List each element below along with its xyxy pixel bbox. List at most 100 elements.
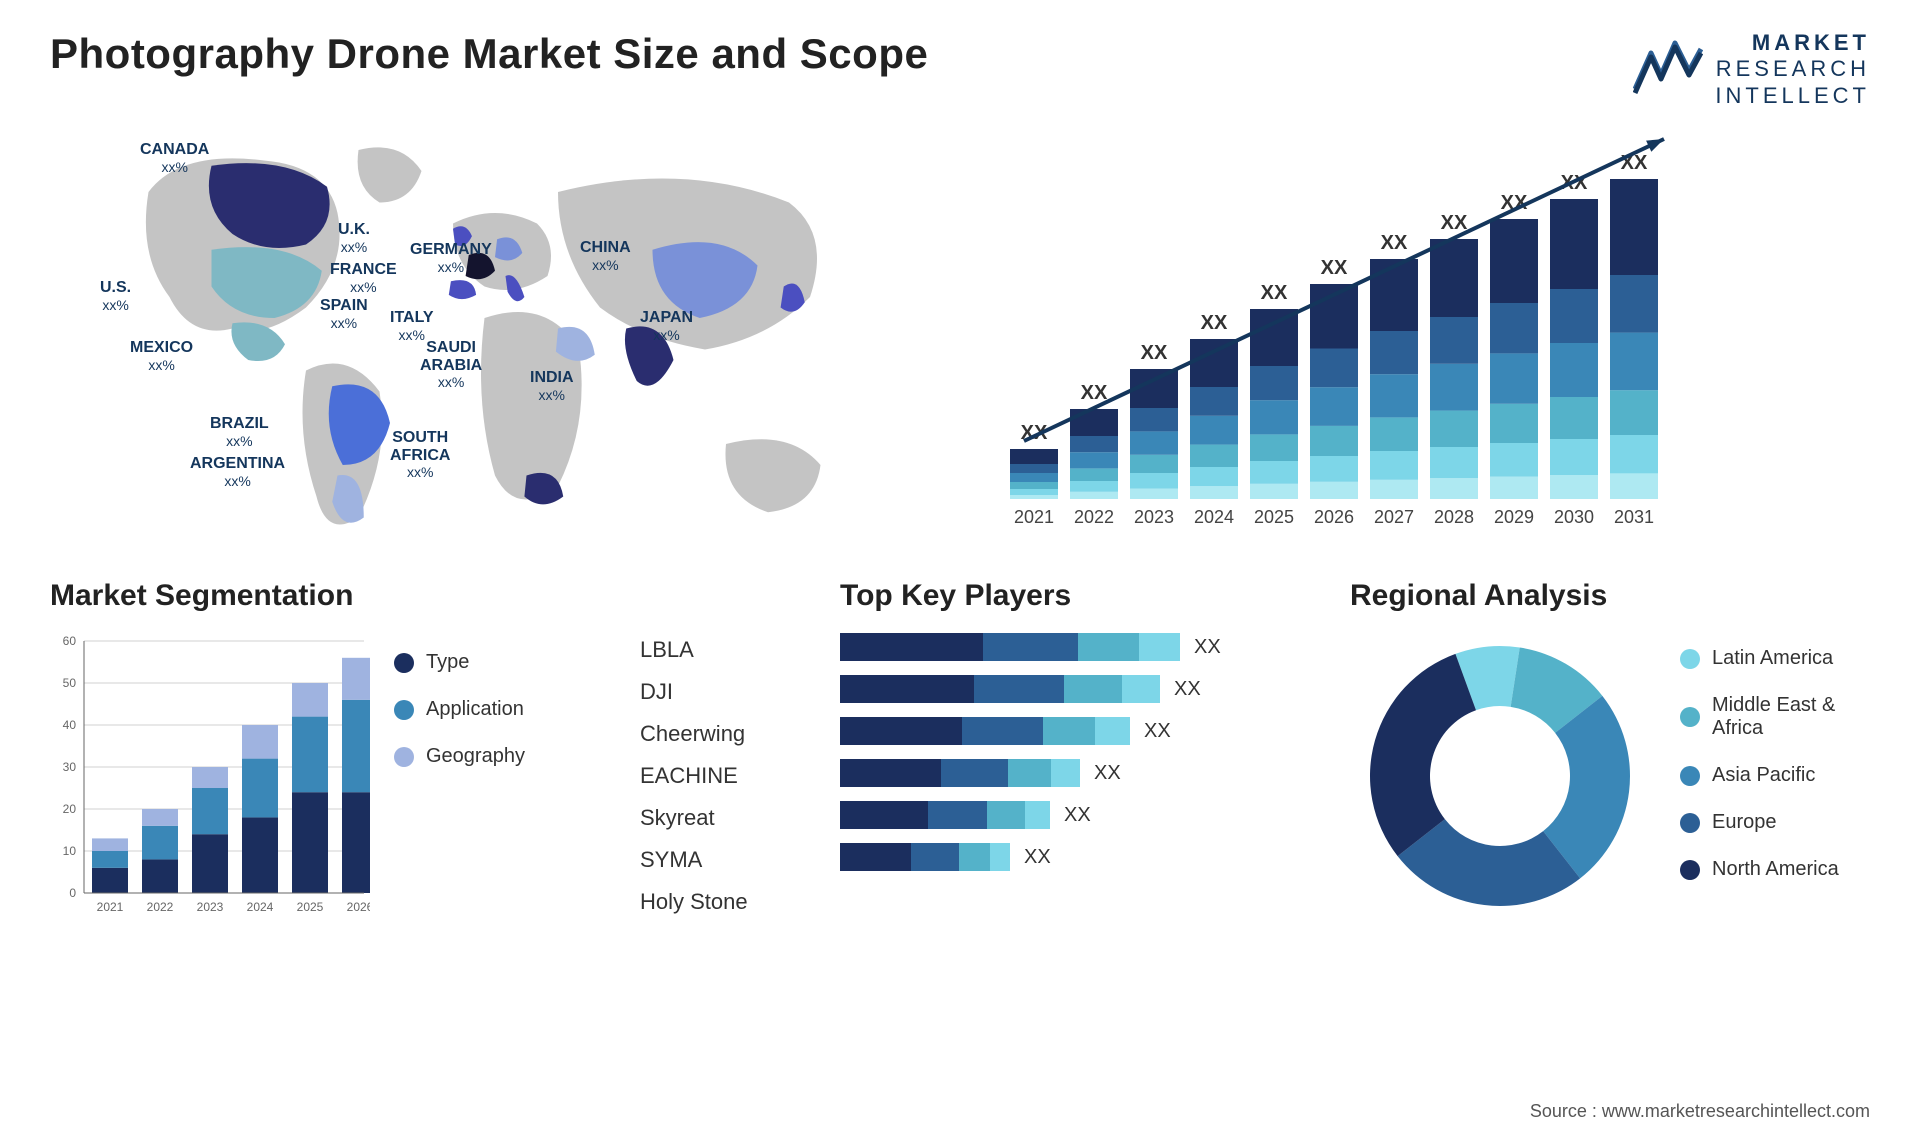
logo-line3: INTELLECT: [1715, 83, 1870, 109]
source-text: Source : www.marketresearchintellect.com: [1530, 1101, 1870, 1122]
kp-value: XX: [1194, 636, 1221, 659]
svg-text:2030: 2030: [1554, 507, 1594, 527]
svg-text:2021: 2021: [1014, 507, 1054, 527]
players-list: LBLADJICheerwingEACHINESkyreatSYMAHoly S…: [640, 579, 810, 959]
kp-row: XX: [840, 631, 1320, 663]
player-name: Holy Stone: [640, 889, 810, 915]
svg-text:XX: XX: [1261, 282, 1288, 304]
svg-text:30: 30: [63, 760, 77, 774]
svg-text:2028: 2028: [1434, 507, 1474, 527]
legend-dot: [1680, 766, 1700, 786]
kp-segment: [1139, 633, 1180, 661]
map-label: SPAINxx%: [320, 297, 368, 332]
kp-bar: [840, 801, 1050, 829]
regional-panel: Regional Analysis Latin America Middle Ea…: [1350, 579, 1870, 959]
map-label: BRAZILxx%: [210, 415, 269, 450]
legend-dot: [394, 747, 414, 767]
player-name: Skyreat: [640, 805, 810, 831]
logo-line1: MARKET: [1715, 30, 1870, 56]
kp-value: XX: [1174, 678, 1201, 701]
map-label: FRANCExx%: [330, 261, 397, 296]
kp-segment: [990, 843, 1010, 871]
legend-item: Europe: [1680, 811, 1870, 834]
svg-text:2031: 2031: [1614, 507, 1654, 527]
map-label: U.S.xx%: [100, 279, 131, 314]
kp-segment: [1008, 759, 1051, 787]
legend-label: Middle East & Africa: [1712, 694, 1870, 740]
svg-text:2026: 2026: [347, 900, 370, 914]
kp-value: XX: [1064, 804, 1091, 827]
kp-segment: [840, 675, 974, 703]
legend-dot: [1680, 860, 1700, 880]
world-map: CANADAxx%U.S.xx%MEXICOxx%BRAZILxx%ARGENT…: [50, 129, 940, 549]
kp-bar: [840, 759, 1080, 787]
svg-text:XX: XX: [1081, 382, 1108, 404]
svg-text:2026: 2026: [1314, 507, 1354, 527]
legend-label: Europe: [1712, 811, 1777, 834]
legend-item: Geography: [394, 745, 610, 768]
kp-segment: [840, 801, 928, 829]
kp-segment: [1122, 675, 1160, 703]
key-players-title: Top Key Players: [840, 579, 1320, 613]
segmentation-panel: Market Segmentation 01020304050602021202…: [50, 579, 610, 959]
kp-value: XX: [1094, 762, 1121, 785]
legend-dot: [394, 700, 414, 720]
map-label: GERMANYxx%: [410, 241, 492, 276]
regional-title: Regional Analysis: [1350, 579, 1870, 613]
player-name: EACHINE: [640, 763, 810, 789]
map-label: SAUDIARABIAxx%: [420, 339, 482, 392]
player-name: LBLA: [640, 637, 810, 663]
svg-text:10: 10: [63, 844, 77, 858]
legend-dot: [1680, 813, 1700, 833]
growth-chart: XX2021XX2022XX2023XX2024XX2025XX2026XX20…: [980, 129, 1870, 549]
legend-item: North America: [1680, 858, 1870, 881]
svg-text:XX: XX: [1441, 212, 1468, 234]
legend-label: Latin America: [1712, 647, 1833, 670]
kp-segment: [911, 843, 959, 871]
kp-segment: [1051, 759, 1080, 787]
player-name: DJI: [640, 679, 810, 705]
kp-value: XX: [1144, 720, 1171, 743]
legend-item: Asia Pacific: [1680, 764, 1870, 787]
player-name: Cheerwing: [640, 721, 810, 747]
svg-text:2022: 2022: [1074, 507, 1114, 527]
map-label: INDIAxx%: [530, 369, 574, 404]
kp-segment: [941, 759, 1008, 787]
kp-row: XX: [840, 799, 1320, 831]
kp-segment: [840, 717, 962, 745]
kp-segment: [928, 801, 987, 829]
svg-text:20: 20: [63, 802, 77, 816]
map-label: CANADAxx%: [140, 141, 209, 176]
kp-segment: [1078, 633, 1139, 661]
kp-segment: [840, 633, 983, 661]
kp-segment: [974, 675, 1064, 703]
svg-text:2022: 2022: [147, 900, 174, 914]
kp-segment: [840, 759, 941, 787]
logo: MARKET RESEARCH INTELLECT: [1633, 30, 1870, 109]
svg-text:XX: XX: [1321, 257, 1348, 279]
kp-bar: [840, 633, 1180, 661]
kp-row: XX: [840, 673, 1320, 705]
legend-item: Middle East & Africa: [1680, 694, 1870, 740]
kp-segment: [983, 633, 1078, 661]
map-label: JAPANxx%: [640, 309, 693, 344]
svg-text:2027: 2027: [1374, 507, 1414, 527]
map-label: ARGENTINAxx%: [190, 455, 285, 490]
svg-text:2021: 2021: [97, 900, 124, 914]
kp-row: XX: [840, 715, 1320, 747]
kp-bar: [840, 717, 1130, 745]
map-label: U.K.xx%: [338, 221, 370, 256]
legend-dot: [394, 653, 414, 673]
svg-text:2024: 2024: [1194, 507, 1234, 527]
svg-text:XX: XX: [1141, 342, 1168, 364]
kp-segment: [1064, 675, 1122, 703]
svg-text:40: 40: [63, 718, 77, 732]
legend-label: Type: [426, 651, 469, 674]
map-label: SOUTHAFRICAxx%: [390, 429, 450, 482]
kp-bar: [840, 675, 1160, 703]
legend-label: Asia Pacific: [1712, 764, 1815, 787]
svg-text:XX: XX: [1201, 312, 1228, 334]
legend-item: Application: [394, 698, 610, 721]
kp-segment: [1095, 717, 1130, 745]
kp-bar: [840, 843, 1010, 871]
